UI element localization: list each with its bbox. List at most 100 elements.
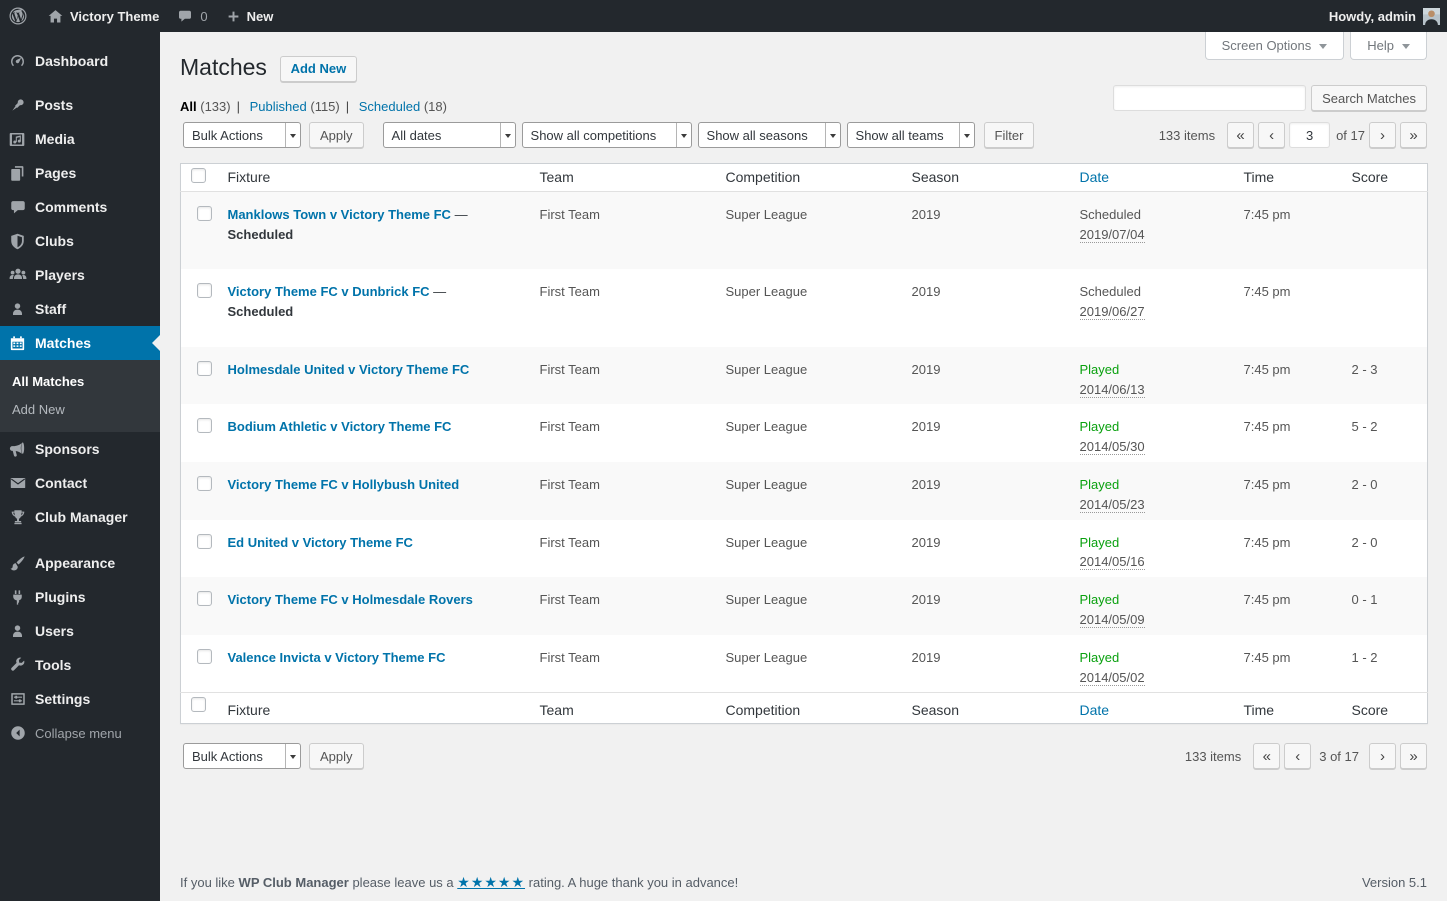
sidebar-item-dashboard[interactable]: Dashboard xyxy=(0,44,160,78)
prev-page-button[interactable]: ‹ xyxy=(1258,122,1286,148)
sidebar-item-pages[interactable]: Pages xyxy=(0,156,160,190)
row-checkbox[interactable] xyxy=(197,533,213,549)
sidebar-item-comments[interactable]: Comments xyxy=(0,190,160,224)
site-name-menu[interactable]: Victory Theme xyxy=(38,0,168,32)
sidebar-item-clubs[interactable]: Clubs xyxy=(0,224,160,258)
wp-logo-menu[interactable] xyxy=(0,0,38,32)
sidebar-item-tools[interactable]: Tools xyxy=(0,648,160,682)
menu-separator xyxy=(0,534,160,546)
page-position-label: 3 of 17 xyxy=(1319,748,1359,764)
sort-by-date-link[interactable]: Date xyxy=(1079,169,1110,185)
sidebar-item-contact[interactable]: Contact xyxy=(0,466,160,500)
prev-page-button[interactable]: ‹ xyxy=(1284,743,1312,770)
submenu-item-add-new[interactable]: Add New xyxy=(12,402,65,417)
sidebar-item-club-manager[interactable]: Club Manager xyxy=(0,500,160,534)
fixture-link[interactable]: Bodium Athletic v Victory Theme FC xyxy=(227,419,452,435)
search-input[interactable] xyxy=(1113,85,1307,111)
sidebar-item-settings[interactable]: Settings xyxy=(0,682,160,716)
tablenav-top: Bulk Actions Apply All dates Show all co… xyxy=(180,122,1427,148)
submenu-item-all-matches[interactable]: All Matches xyxy=(12,374,85,389)
sidebar-item-media[interactable]: Media xyxy=(0,122,160,156)
add-new-button[interactable]: Add New xyxy=(279,55,358,82)
new-content-menu[interactable]: New xyxy=(217,0,283,32)
team-cell: First Team xyxy=(539,284,600,300)
row-checkbox[interactable] xyxy=(197,648,213,664)
competitions-filter-select[interactable]: Show all competitions xyxy=(521,122,692,148)
five-stars-rating-link[interactable]: ★★★★★ xyxy=(457,874,526,890)
sidebar-item-plugins[interactable]: Plugins xyxy=(0,580,160,614)
help-tab[interactable]: Help xyxy=(1350,32,1427,60)
bulk-actions-select[interactable]: Bulk Actions xyxy=(183,122,301,148)
comments-count: 0 xyxy=(200,8,208,24)
sidebar-item-staff[interactable]: Staff xyxy=(0,292,160,326)
match-date: 2014/05/09 xyxy=(1079,611,1145,628)
select-all-checkbox[interactable] xyxy=(191,168,206,183)
view-all-link[interactable]: All xyxy=(180,99,197,114)
admin-menu: Dashboard Posts Media Pages Comments Clu… xyxy=(0,32,160,901)
current-page-input[interactable] xyxy=(1289,122,1331,148)
select-all-checkbox[interactable] xyxy=(191,697,206,713)
last-page-button[interactable]: » xyxy=(1400,122,1427,148)
fixture-link[interactable]: Victory Theme FC v Dunbrick FC xyxy=(227,284,430,300)
team-cell: First Team xyxy=(539,207,600,222)
column-time: Time xyxy=(1234,163,1343,192)
next-page-button[interactable]: › xyxy=(1369,122,1396,148)
view-scheduled-link[interactable]: Scheduled xyxy=(358,99,421,114)
last-page-button[interactable]: » xyxy=(1400,743,1427,770)
bulk-actions-select[interactable]: Bulk Actions xyxy=(183,743,301,770)
time-cell: 7:45 pm xyxy=(1243,534,1291,550)
view-published-link[interactable]: Published xyxy=(249,99,307,114)
my-account-menu[interactable]: Howdy, admin xyxy=(1320,0,1447,32)
brush-icon xyxy=(0,554,35,573)
teams-filter-select[interactable]: Show all teams xyxy=(846,122,975,148)
sidebar-item-appearance[interactable]: Appearance xyxy=(0,546,160,580)
row-checkbox[interactable] xyxy=(197,360,213,376)
first-page-button[interactable]: « xyxy=(1253,743,1281,770)
sidebar-item-posts[interactable]: Posts xyxy=(0,88,160,122)
apply-button[interactable]: Apply xyxy=(309,743,364,770)
sidebar-item-sponsors[interactable]: Sponsors xyxy=(0,432,160,466)
fixture-link[interactable]: Ed United v Victory Theme FC xyxy=(227,534,413,550)
match-date: 2014/05/23 xyxy=(1079,496,1145,513)
competition-cell: Super League xyxy=(725,592,808,608)
fixture-link[interactable]: Victory Theme FC v Holmesdale Rovers xyxy=(227,592,473,608)
fixture-link[interactable]: Victory Theme FC v Hollybush United xyxy=(227,476,460,492)
row-checkbox[interactable] xyxy=(197,591,213,607)
dates-filter-select[interactable]: All dates xyxy=(382,122,516,148)
score-cell xyxy=(1343,269,1428,346)
fixture-link[interactable]: Manklows Town v Victory Theme FC xyxy=(227,207,451,222)
comments-menu[interactable]: 0 xyxy=(168,0,216,32)
sidebar-item-players[interactable]: Players xyxy=(0,258,160,292)
column-score: Score xyxy=(1342,163,1428,192)
page-title: Matches xyxy=(180,54,267,80)
fixture-link[interactable]: Holmesdale United v Victory Theme FC xyxy=(227,361,470,377)
apply-button[interactable]: Apply xyxy=(309,122,364,148)
dashboard-icon xyxy=(0,52,35,71)
team-cell: First Team xyxy=(539,361,600,377)
match-status: Scheduled xyxy=(1079,284,1141,300)
admin-bar-left: Victory Theme 0 New xyxy=(0,0,282,32)
row-checkbox[interactable] xyxy=(197,206,213,221)
row-checkbox[interactable] xyxy=(197,283,213,299)
column-competition: Competition xyxy=(716,692,903,724)
settings-icon xyxy=(0,690,35,708)
collapse-menu-button[interactable]: Collapse menu xyxy=(0,716,160,750)
fixture-link[interactable]: Valence Invicta v Victory Theme FC xyxy=(227,649,446,665)
first-page-button[interactable]: « xyxy=(1227,122,1255,148)
next-page-button[interactable]: › xyxy=(1369,743,1396,770)
row-checkbox[interactable] xyxy=(197,418,213,434)
post-state: Scheduled xyxy=(227,226,294,242)
select-arrow-icon xyxy=(958,123,974,147)
seasons-filter-select[interactable]: Show all seasons xyxy=(697,122,841,148)
sidebar-item-matches[interactable]: Matches xyxy=(0,326,160,360)
search-matches-button[interactable]: Search Matches xyxy=(1311,85,1427,111)
team-cell: First Team xyxy=(539,649,600,665)
table-row: Bodium Athletic v Victory Theme FC First… xyxy=(181,404,1428,462)
sort-by-date-link[interactable]: Date xyxy=(1079,702,1110,719)
screen-options-tab[interactable]: Screen Options xyxy=(1204,32,1345,60)
competition-cell: Super League xyxy=(725,207,808,222)
row-checkbox[interactable] xyxy=(197,475,213,491)
sidebar-item-users[interactable]: Users xyxy=(0,614,160,648)
filter-button[interactable]: Filter xyxy=(983,122,1035,148)
total-pages-label: of 17 xyxy=(1336,127,1365,143)
